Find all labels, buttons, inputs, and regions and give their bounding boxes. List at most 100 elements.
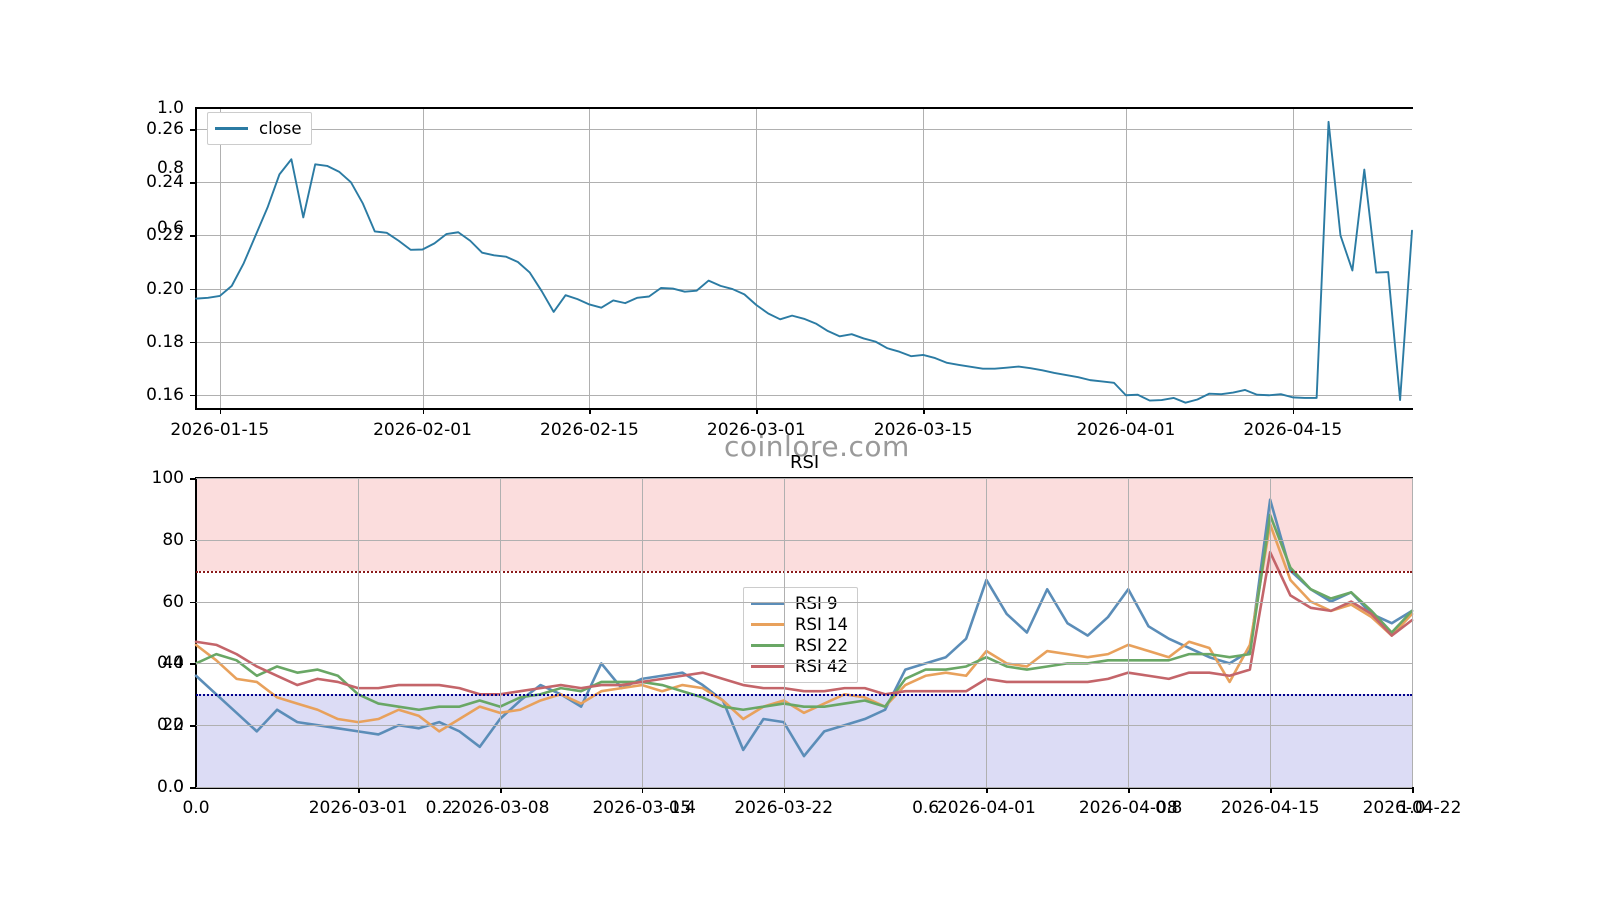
tick-mark	[589, 408, 591, 414]
tick-mark	[641, 787, 644, 793]
price-x-tick: 2026-04-15	[1243, 420, 1343, 440]
rsi-legend: RSI 9 RSI 14 RSI 22 RSI 42	[743, 587, 859, 683]
rsi-gridlines	[196, 478, 1413, 788]
gridline	[358, 478, 360, 787]
gridline	[1292, 108, 1294, 408]
rsi-y-tick: 20	[162, 715, 184, 736]
legend-label: RSI 42	[795, 657, 849, 676]
gridline	[196, 394, 1412, 396]
legend-item: RSI 14	[751, 614, 848, 635]
rsi-overbought-band	[196, 478, 1412, 571]
watermark: coinlore.com	[724, 430, 910, 463]
tick-mark	[1412, 787, 1414, 793]
tick-mark	[783, 787, 786, 793]
tick-mark	[190, 478, 196, 480]
gridline	[589, 108, 591, 408]
tick-mark	[190, 601, 196, 604]
rsi-axis-left	[195, 477, 197, 788]
tick-mark	[190, 182, 196, 184]
tick-mark	[1292, 408, 1295, 414]
rsi-x-tick: 2026-04-01	[936, 798, 1036, 818]
rsi-y-tick: 80	[162, 529, 184, 550]
gridline	[500, 478, 501, 787]
rsi-x-tick: 2026-04-22	[1362, 798, 1462, 818]
rsi-oversold-threshold-line	[196, 694, 1412, 697]
price-axis-bottom	[195, 408, 1413, 410]
tick-mark	[190, 725, 196, 727]
price-plot-area	[196, 108, 1412, 408]
tick-mark	[1125, 408, 1128, 414]
price-y-tick: 0.22	[146, 225, 184, 246]
gridline	[196, 663, 1412, 665]
rsi-secondary-x-tick: 1.0	[1398, 798, 1426, 818]
price-x-tick: 2026-03-15	[873, 420, 973, 440]
tick-mark	[190, 663, 196, 665]
gridline	[196, 478, 1412, 479]
legend-color-swatch	[751, 602, 784, 605]
rsi-y-tick: 40	[162, 653, 184, 674]
legend-color-swatch	[751, 665, 784, 668]
price-axis-left	[195, 107, 197, 409]
rsi-x-tick: 2026-03-22	[734, 798, 834, 818]
legend-item: RSI 42	[751, 656, 848, 677]
price-y-tick: 0.18	[146, 331, 184, 352]
rsi-x-tick: 2026-04-08	[1078, 798, 1178, 818]
price-secondary-y-tick: 1.0	[156, 98, 184, 118]
rsi-x-tick: 2026-03-08	[450, 798, 550, 818]
legend-color-swatch	[215, 127, 248, 130]
gridline	[1270, 478, 1272, 787]
gridline	[756, 108, 758, 408]
gridline	[641, 478, 643, 787]
gridline	[196, 601, 1412, 603]
rsi-secondary-x-tick: 0.0	[182, 798, 210, 818]
rsi-secondary-x-tick: 0.6	[912, 798, 940, 818]
price-y-tick: 0.26	[146, 119, 184, 140]
rsi-y-tick: 100	[151, 468, 184, 488]
price-secondary-y-tick: 0.8	[156, 158, 184, 178]
rsi-secondary-x-tick: 0.2	[425, 798, 453, 818]
tick-mark	[358, 787, 360, 793]
tick-mark	[1128, 787, 1130, 793]
price-x-tick: 2026-01-15	[170, 420, 270, 440]
tick-mark	[190, 341, 196, 344]
gridline	[196, 288, 1412, 290]
legend-item: RSI 22	[751, 635, 848, 656]
tick-mark	[1270, 787, 1272, 793]
rsi-secondary-x-tick: 0.4	[668, 798, 696, 818]
gridline	[986, 478, 988, 787]
rsi-secondary-y-tick: 0.4	[156, 653, 184, 674]
rsi-y-tick: 0	[173, 777, 184, 797]
rsi-secondary-y-tick: 0.0	[156, 777, 184, 797]
rsi-secondary-y-tick: 0.2	[156, 715, 184, 736]
gridline	[219, 108, 221, 408]
tick-mark	[422, 408, 424, 414]
tick-mark	[190, 235, 196, 237]
price-panel: 0.26 0.24 0.22 0.20 0.18 0.16 1.0 0.8 0.6 2026-…	[0, 0, 1600, 440]
price-secondary-y-tick: 0.6	[156, 218, 184, 238]
rsi-panel-title: RSI	[790, 452, 820, 473]
gridline	[1128, 478, 1130, 787]
legend-item: close	[215, 118, 302, 139]
tick-mark	[190, 787, 196, 789]
legend-label: RSI 14	[795, 615, 849, 634]
tick-mark	[190, 129, 196, 131]
gridline	[783, 478, 785, 787]
tick-mark	[219, 408, 222, 414]
tick-mark	[986, 787, 988, 793]
gridline	[196, 129, 1412, 131]
gridline	[196, 539, 1412, 541]
gridline	[1125, 108, 1127, 408]
gridline	[196, 182, 1412, 184]
price-x-tick: 2026-02-15	[540, 420, 639, 440]
price-x-tick: 2026-04-01	[1076, 420, 1176, 440]
gridline	[422, 108, 424, 408]
price-line-chart	[195, 120, 1413, 404]
tick-mark	[190, 288, 196, 291]
rsi-x-tick: 2026-04-15	[1220, 798, 1320, 818]
legend-label: close	[259, 119, 302, 138]
price-x-tick: 2026-03-01	[706, 420, 806, 440]
rsi-secondary-x-tick: 0.8	[1155, 798, 1183, 818]
tick-mark	[190, 539, 196, 542]
